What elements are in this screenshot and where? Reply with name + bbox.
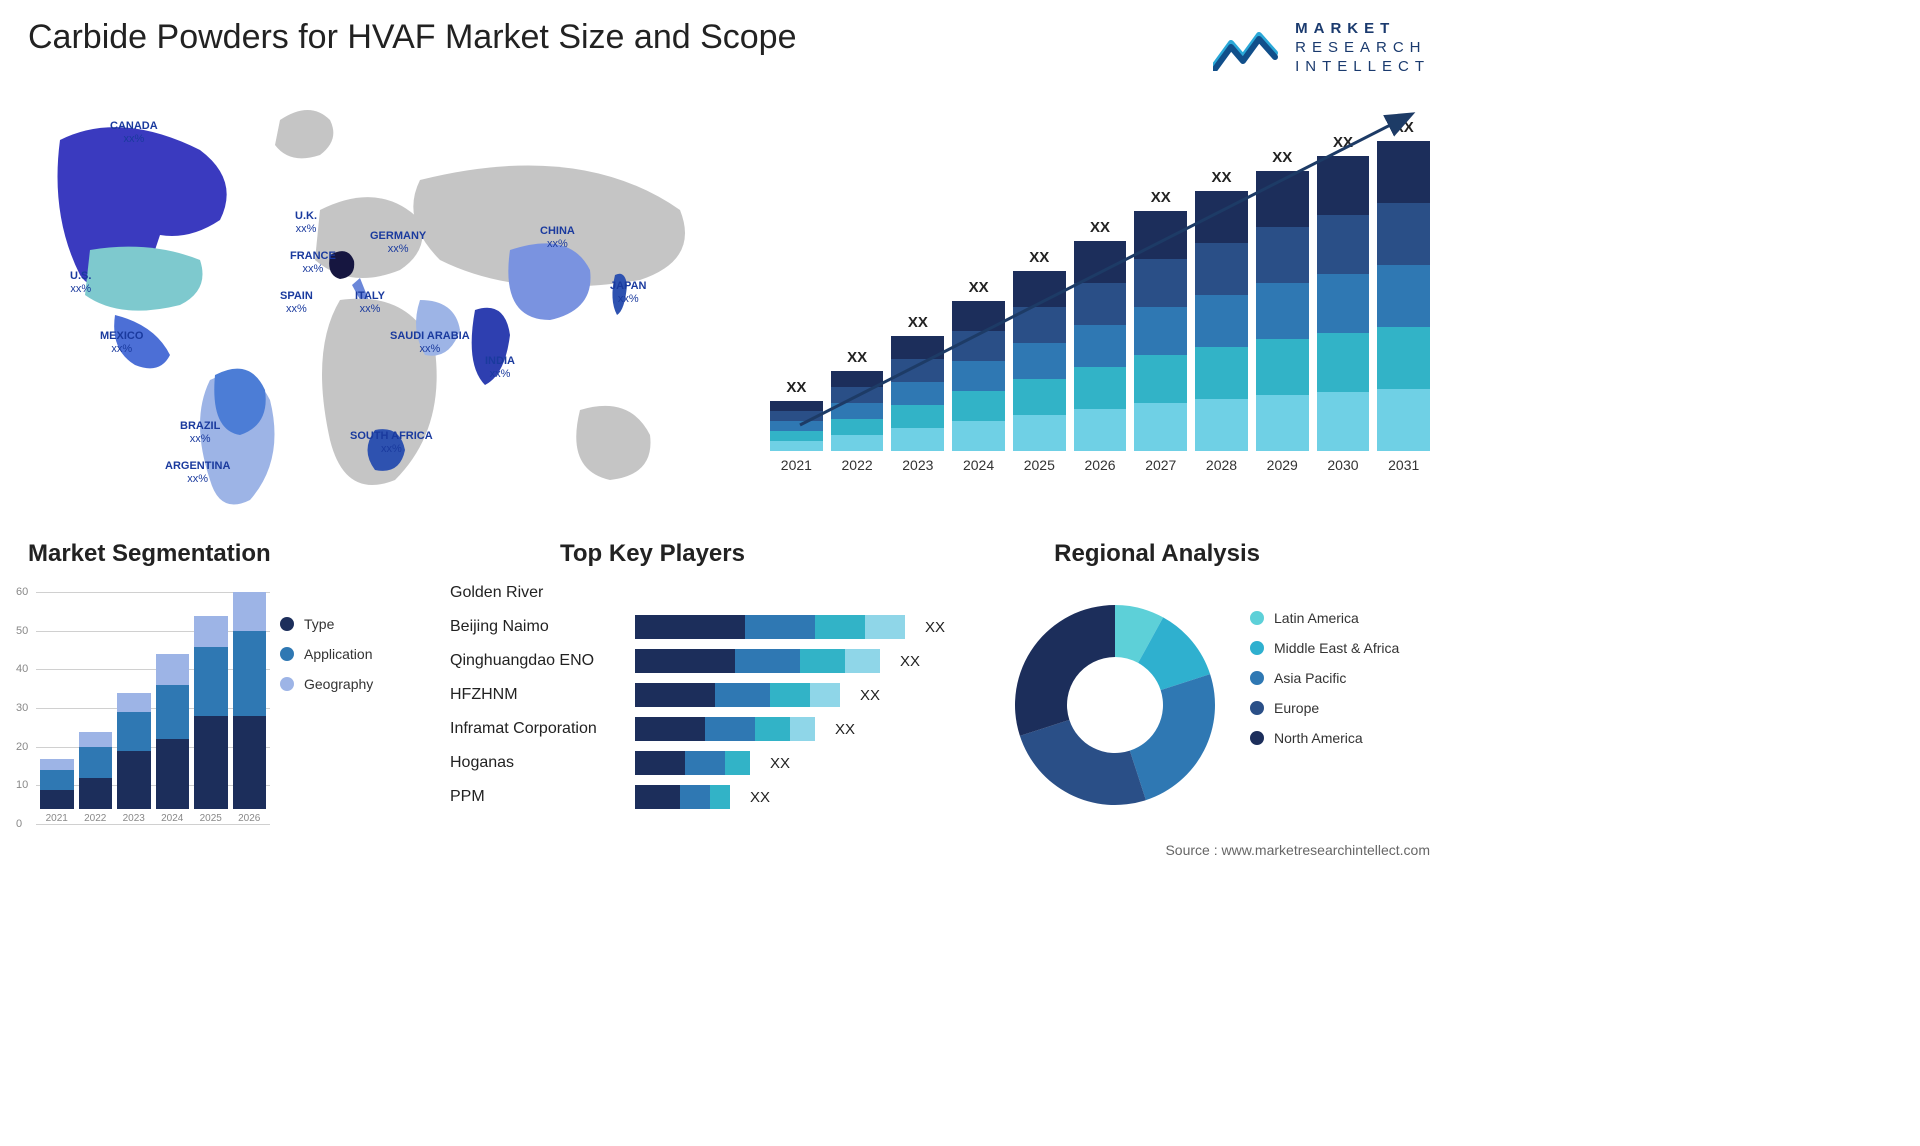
map-label-italy: ITALYxx%	[355, 290, 385, 315]
market-size-chart: XX2021XX2022XX2023XX2024XX2025XX2026XX20…	[770, 95, 1430, 495]
seg-bar-2023: 2023	[117, 693, 151, 824]
region-legend-latin-america: Latin America	[1250, 610, 1430, 626]
seg-bar-2026: 2026	[233, 592, 267, 824]
map-label-spain: SPAINxx%	[280, 290, 313, 315]
seg-bar-2025: 2025	[194, 616, 228, 824]
logo-icon	[1213, 25, 1283, 71]
world-map: CANADAxx% U.S.xx% MEXICOxx% BRAZILxx% ARGENT…	[20, 90, 720, 510]
players-title: Top Key Players	[560, 540, 745, 568]
player-row-qinghuangdao-eno: Qinghuangdao ENOXX	[450, 644, 990, 678]
map-label-japan: JAPANxx%	[610, 280, 646, 305]
player-row-hoganas: HoganasXX	[450, 746, 990, 780]
seg-legend-application: Application	[280, 646, 410, 662]
logo: MARKET RESEARCH INTELLECT	[1213, 20, 1430, 76]
map-label-south-africa: SOUTH AFRICAxx%	[350, 430, 433, 455]
donut-slice-europe	[1020, 720, 1146, 805]
map-label-u-s-: U.S.xx%	[70, 270, 91, 295]
trend-arrow	[770, 95, 1430, 475]
region-legend-north-america: North America	[1250, 730, 1430, 746]
regional-analysis: Latin America Middle East & Africa Asia Pa…	[1010, 560, 1430, 860]
map-label-china: CHINAxx%	[540, 225, 575, 250]
logo-text-1: MARKET	[1295, 20, 1430, 39]
map-label-canada: CANADAxx%	[110, 120, 158, 145]
donut-slice-asia-pacific	[1130, 674, 1215, 800]
source-attribution: Source : www.marketresearchintellect.com	[1165, 842, 1430, 858]
map-label-u-k-: U.K.xx%	[295, 210, 317, 235]
seg-bar-2024: 2024	[156, 654, 190, 824]
map-label-mexico: MEXICOxx%	[100, 330, 143, 355]
player-row-inframat-corporation: Inframat CorporationXX	[450, 712, 990, 746]
region-legend-europe: Europe	[1250, 700, 1430, 716]
seg-bar-2021: 2021	[40, 759, 74, 824]
page-title: Carbide Powders for HVAF Market Size and…	[28, 18, 797, 57]
key-players-chart: Golden RiverBeijing NaimoXXQinghuangdao …	[450, 576, 990, 846]
player-row-beijing-naimo: Beijing NaimoXX	[450, 610, 990, 644]
segmentation-chart: 0102030405060 202120222023202420252026 T…	[10, 576, 410, 846]
donut-slice-north-america	[1015, 605, 1115, 736]
segmentation-title: Market Segmentation	[28, 540, 271, 568]
seg-legend-geography: Geography	[280, 676, 410, 692]
logo-text-3: INTELLECT	[1295, 58, 1430, 77]
player-row-ppm: PPMXX	[450, 780, 990, 814]
map-label-india: INDIAxx%	[485, 355, 515, 380]
map-label-france: FRANCExx%	[290, 250, 336, 275]
map-label-argentina: ARGENTINAxx%	[165, 460, 230, 485]
player-row-hfzhnm: HFZHNMXX	[450, 678, 990, 712]
map-label-germany: GERMANYxx%	[370, 230, 426, 255]
player-row-golden-river: Golden River	[450, 576, 990, 610]
map-label-brazil: BRAZILxx%	[180, 420, 220, 445]
regional-donut	[1010, 600, 1220, 810]
seg-legend-type: Type	[280, 616, 410, 632]
regional-legend: Latin America Middle East & Africa Asia Pa…	[1250, 610, 1430, 760]
region-legend-middle-east-africa: Middle East & Africa	[1250, 640, 1430, 656]
region-legend-asia-pacific: Asia Pacific	[1250, 670, 1430, 686]
map-label-saudi-arabia: SAUDI ARABIAxx%	[390, 330, 470, 355]
logo-text-2: RESEARCH	[1295, 39, 1430, 58]
seg-bar-2022: 2022	[79, 732, 113, 824]
segmentation-legend: Type Application Geography	[280, 616, 410, 706]
